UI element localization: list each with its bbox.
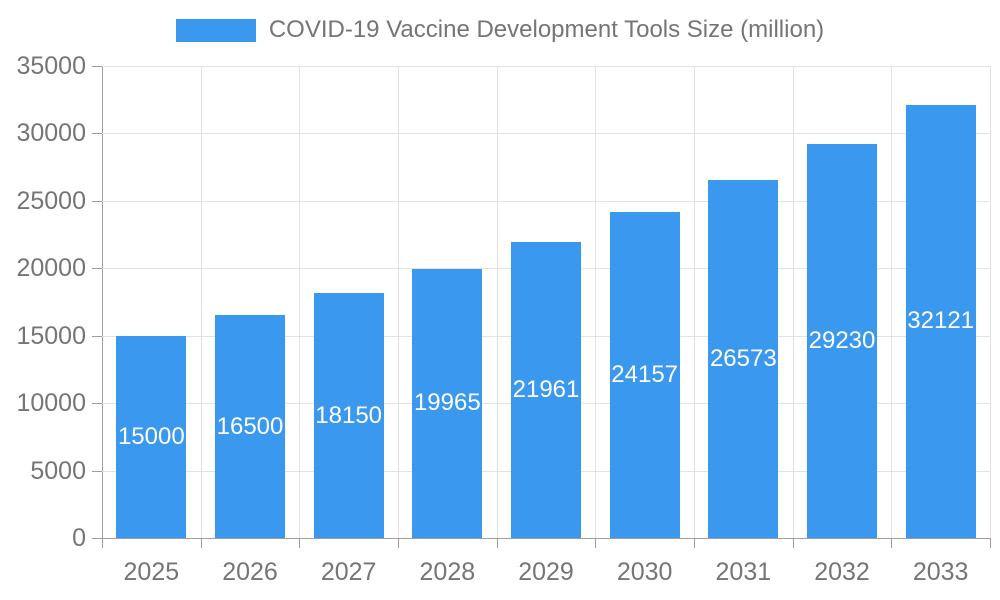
y-tick-label: 15000	[16, 321, 86, 350]
bar-2032: 29230	[807, 143, 877, 538]
y-tick-label: 30000	[16, 119, 86, 148]
y-axis-tick	[92, 133, 102, 135]
y-axis-line	[102, 66, 103, 548]
x-axis-tick	[200, 538, 202, 548]
y-tick-label: 5000	[30, 456, 86, 485]
x-tick-label: 2032	[814, 558, 870, 586]
x-axis-tick	[496, 538, 498, 548]
h-gridline	[102, 200, 990, 202]
bar-2029: 21961	[511, 241, 581, 538]
h-gridline	[102, 66, 990, 67]
bar-2031: 26573	[708, 179, 779, 538]
bar-value-label: 26573	[709, 344, 777, 372]
bar-value-label: 16500	[216, 412, 284, 440]
x-axis-tick	[792, 538, 794, 548]
x-tick-label: 2031	[715, 558, 772, 586]
bar-2028: 19965	[412, 268, 483, 538]
bar-2026: 16500	[215, 315, 285, 538]
y-axis-tick	[92, 538, 102, 539]
bar-value-label: 24157	[611, 361, 679, 389]
x-axis-tick	[891, 538, 893, 548]
x-tick-label: 2027	[320, 558, 377, 586]
bar-2027: 18150	[313, 293, 384, 538]
y-tick-label: 10000	[16, 389, 86, 418]
bar-value-label: 15000	[117, 422, 185, 450]
y-axis-tick	[92, 470, 102, 472]
v-gridline	[792, 66, 794, 538]
v-gridline	[694, 66, 695, 538]
x-axis-tick	[398, 538, 399, 548]
x-axis-tick	[595, 538, 597, 548]
y-axis-tick	[92, 268, 102, 270]
bar-value-label: 19965	[413, 389, 481, 417]
x-tick-label: 2025	[123, 558, 180, 586]
y-tick-label: 20000	[16, 254, 86, 283]
x-tick-label: 2033	[912, 558, 969, 586]
bar-value-label: 18150	[315, 401, 383, 429]
v-gridline	[595, 66, 597, 538]
x-tick-label: 2029	[518, 558, 574, 586]
v-gridline	[299, 66, 301, 538]
bar-2033: 32121	[905, 104, 976, 538]
v-gridline	[891, 66, 893, 538]
chart-legend[interactable]: COVID-19 Vaccine Development Tools Size …	[0, 16, 1000, 44]
v-gridline	[398, 66, 399, 538]
bar-value-label: 21961	[512, 375, 580, 403]
v-gridline	[496, 66, 498, 538]
bar-value-label: 32121	[907, 307, 975, 335]
legend-label: COVID-19 Vaccine Development Tools Size …	[268, 16, 825, 43]
x-axis-line	[92, 538, 990, 539]
x-tick-label: 2030	[616, 558, 673, 586]
y-axis-tick	[92, 403, 102, 405]
y-axis-tick	[92, 66, 102, 67]
bar-2025: 15000	[116, 335, 187, 538]
v-gridline	[990, 66, 991, 538]
y-tick-label: 25000	[16, 186, 86, 215]
x-tick-label: 2026	[222, 558, 278, 586]
y-axis-tick	[92, 335, 102, 337]
x-axis-tick	[102, 538, 103, 548]
h-gridline	[102, 133, 990, 135]
y-axis-tick	[92, 200, 102, 202]
plot-area: 15000 16500 18150 19965 21961 24157 26573 29230…	[102, 66, 991, 538]
v-gridline	[200, 66, 202, 538]
bar-2030: 24157	[609, 212, 680, 538]
y-tick-label: 35000	[16, 52, 86, 80]
x-axis-tick	[990, 538, 991, 548]
x-tick-label: 2028	[419, 558, 476, 586]
legend-swatch	[175, 18, 256, 42]
bar-value-label: 29230	[808, 326, 876, 354]
x-axis-tick	[694, 538, 695, 548]
x-axis-tick	[299, 538, 301, 548]
y-tick-label: 0	[72, 524, 86, 552]
